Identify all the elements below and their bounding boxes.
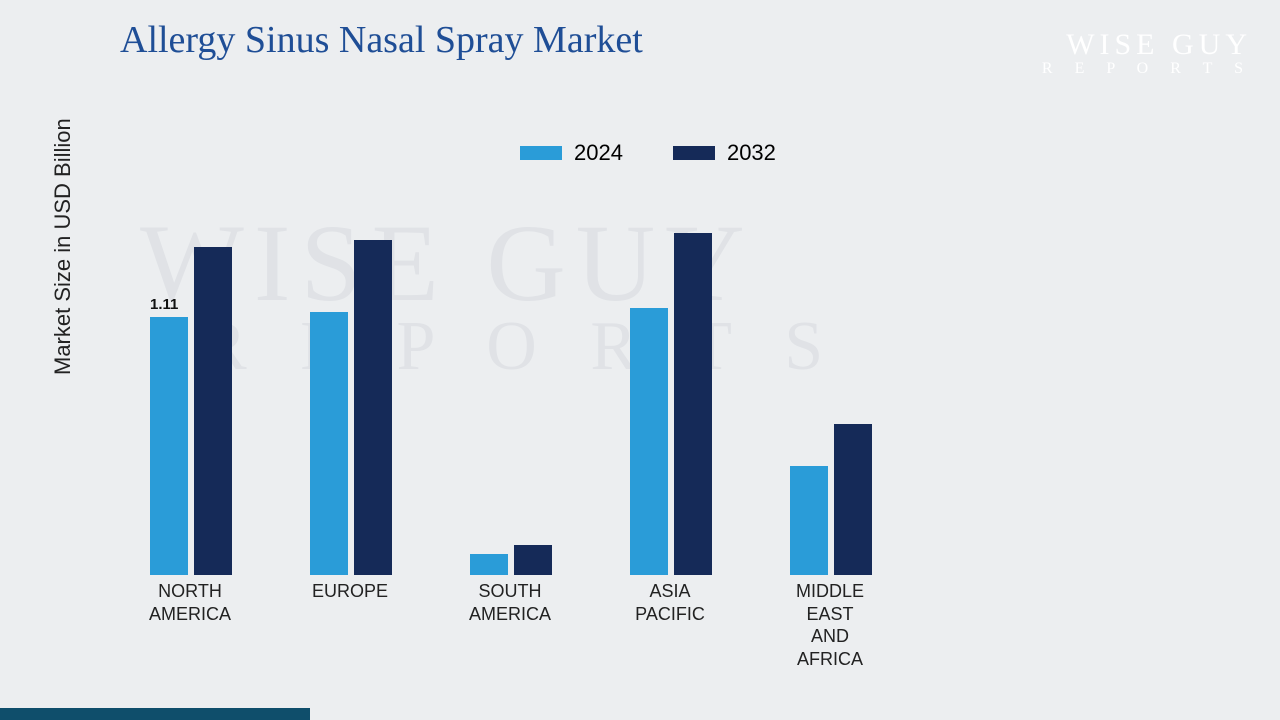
right-panel [960,0,1280,720]
chart-title: Allergy Sinus Nasal Spray Market [120,18,643,62]
bar-value-label: 1.11 [150,296,178,313]
chart-area: Market Size in USD Billion 2024 2032 1.1… [60,140,960,700]
bar-group [790,424,872,575]
bar-2032 [194,247,232,575]
bar-group [310,240,392,575]
category-label: MIDDLEEASTANDAFRICA [750,580,910,670]
category-label: EUROPE [270,580,430,603]
legend-swatch-2024 [520,146,562,160]
category-label: NORTHAMERICA [110,580,270,625]
brand-logo: WISE GUY R E P O R T S [1042,28,1252,78]
bar-group [630,233,712,575]
bar-2024 [470,554,508,575]
brand-line2: R E P O R T S [1042,60,1252,78]
y-axis-label: Market Size in USD Billion [50,118,76,375]
legend-label-2032: 2032 [727,140,776,166]
legend-item-2024: 2024 [520,140,623,166]
legend: 2024 2032 [520,140,776,166]
legend-item-2032: 2032 [673,140,776,166]
bar-2032 [834,424,872,575]
legend-swatch-2032 [673,146,715,160]
bar-2024 [790,466,828,575]
category-label: SOUTHAMERICA [430,580,590,625]
bar-2024 [630,308,668,575]
bar-group [470,545,552,575]
bar-2024 [150,317,188,575]
brand-line1: WISE GUY [1042,28,1252,62]
bar-2024 [310,312,348,575]
bar-2032 [674,233,712,575]
legend-label-2024: 2024 [574,140,623,166]
footer-bar [0,708,310,720]
category-label: ASIAPACIFIC [590,580,750,625]
bar-2032 [514,545,552,575]
plot-area: 1.11 [130,180,960,575]
bar-2032 [354,240,392,575]
